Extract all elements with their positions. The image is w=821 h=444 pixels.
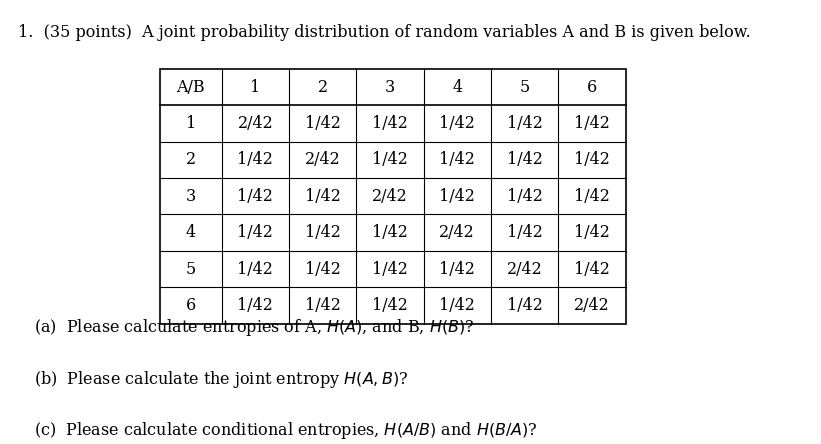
Text: 1/42: 1/42 xyxy=(372,115,408,132)
Text: 1.  (35 points)  A joint probability distribution of random variables A and B is: 1. (35 points) A joint probability distr… xyxy=(18,24,751,41)
Text: 6: 6 xyxy=(587,79,597,95)
Text: 1/42: 1/42 xyxy=(574,115,610,132)
Text: 4: 4 xyxy=(452,79,462,95)
Text: 1/42: 1/42 xyxy=(574,151,610,168)
Text: (b)  Please calculate the joint entropy $H(A, B)$?: (b) Please calculate the joint entropy $… xyxy=(34,369,409,389)
Text: 1/42: 1/42 xyxy=(574,188,610,205)
Text: 1/42: 1/42 xyxy=(237,261,273,278)
Text: 1/42: 1/42 xyxy=(439,115,475,132)
Text: 2/42: 2/42 xyxy=(439,224,475,241)
Text: 2: 2 xyxy=(318,79,328,95)
Text: 2/42: 2/42 xyxy=(305,151,341,168)
Text: 2/42: 2/42 xyxy=(372,188,408,205)
Text: 1/42: 1/42 xyxy=(439,297,475,314)
Text: 1/42: 1/42 xyxy=(305,188,341,205)
Text: 2/42: 2/42 xyxy=(574,297,610,314)
Text: 1/42: 1/42 xyxy=(439,261,475,278)
Text: 1/42: 1/42 xyxy=(237,188,273,205)
Text: 1/42: 1/42 xyxy=(439,188,475,205)
Text: 1/42: 1/42 xyxy=(507,297,543,314)
Text: 1/42: 1/42 xyxy=(305,115,341,132)
Text: 1/42: 1/42 xyxy=(305,297,341,314)
Text: 1/42: 1/42 xyxy=(574,261,610,278)
Text: 1/42: 1/42 xyxy=(507,115,543,132)
Text: 1/42: 1/42 xyxy=(237,224,273,241)
Text: 5: 5 xyxy=(520,79,530,95)
Text: (a)  Please calculate entropies of A, $H(A)$, and B, $H(B)$?: (a) Please calculate entropies of A, $H(… xyxy=(34,317,475,338)
Text: 4: 4 xyxy=(186,224,196,241)
Text: A/B: A/B xyxy=(177,79,205,95)
Text: 2/42: 2/42 xyxy=(507,261,543,278)
Text: 5: 5 xyxy=(186,261,196,278)
Text: 1/42: 1/42 xyxy=(439,151,475,168)
Text: 1/42: 1/42 xyxy=(372,224,408,241)
Text: 6: 6 xyxy=(186,297,196,314)
Text: 1/42: 1/42 xyxy=(305,224,341,241)
Text: 2/42: 2/42 xyxy=(237,115,273,132)
Text: 1/42: 1/42 xyxy=(574,224,610,241)
Text: 1/42: 1/42 xyxy=(507,224,543,241)
Text: 1/42: 1/42 xyxy=(507,151,543,168)
Text: 1/42: 1/42 xyxy=(305,261,341,278)
Text: 1: 1 xyxy=(186,115,196,132)
Text: 3: 3 xyxy=(186,188,196,205)
Text: 1/42: 1/42 xyxy=(237,297,273,314)
Text: 1/42: 1/42 xyxy=(372,297,408,314)
Text: 1: 1 xyxy=(250,79,260,95)
Text: 1/42: 1/42 xyxy=(372,261,408,278)
Text: 2: 2 xyxy=(186,151,196,168)
Text: 1/42: 1/42 xyxy=(372,151,408,168)
Text: (c)  Please calculate conditional entropies, $H(A/B)$ and $H(B/A)$?: (c) Please calculate conditional entropi… xyxy=(34,420,539,440)
Text: 1/42: 1/42 xyxy=(237,151,273,168)
Text: 3: 3 xyxy=(385,79,395,95)
Text: 1/42: 1/42 xyxy=(507,188,543,205)
